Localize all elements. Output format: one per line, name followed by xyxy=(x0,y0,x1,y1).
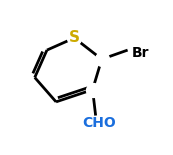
Text: Br: Br xyxy=(132,46,150,60)
Text: CHO: CHO xyxy=(82,116,116,130)
Text: S: S xyxy=(69,30,80,45)
